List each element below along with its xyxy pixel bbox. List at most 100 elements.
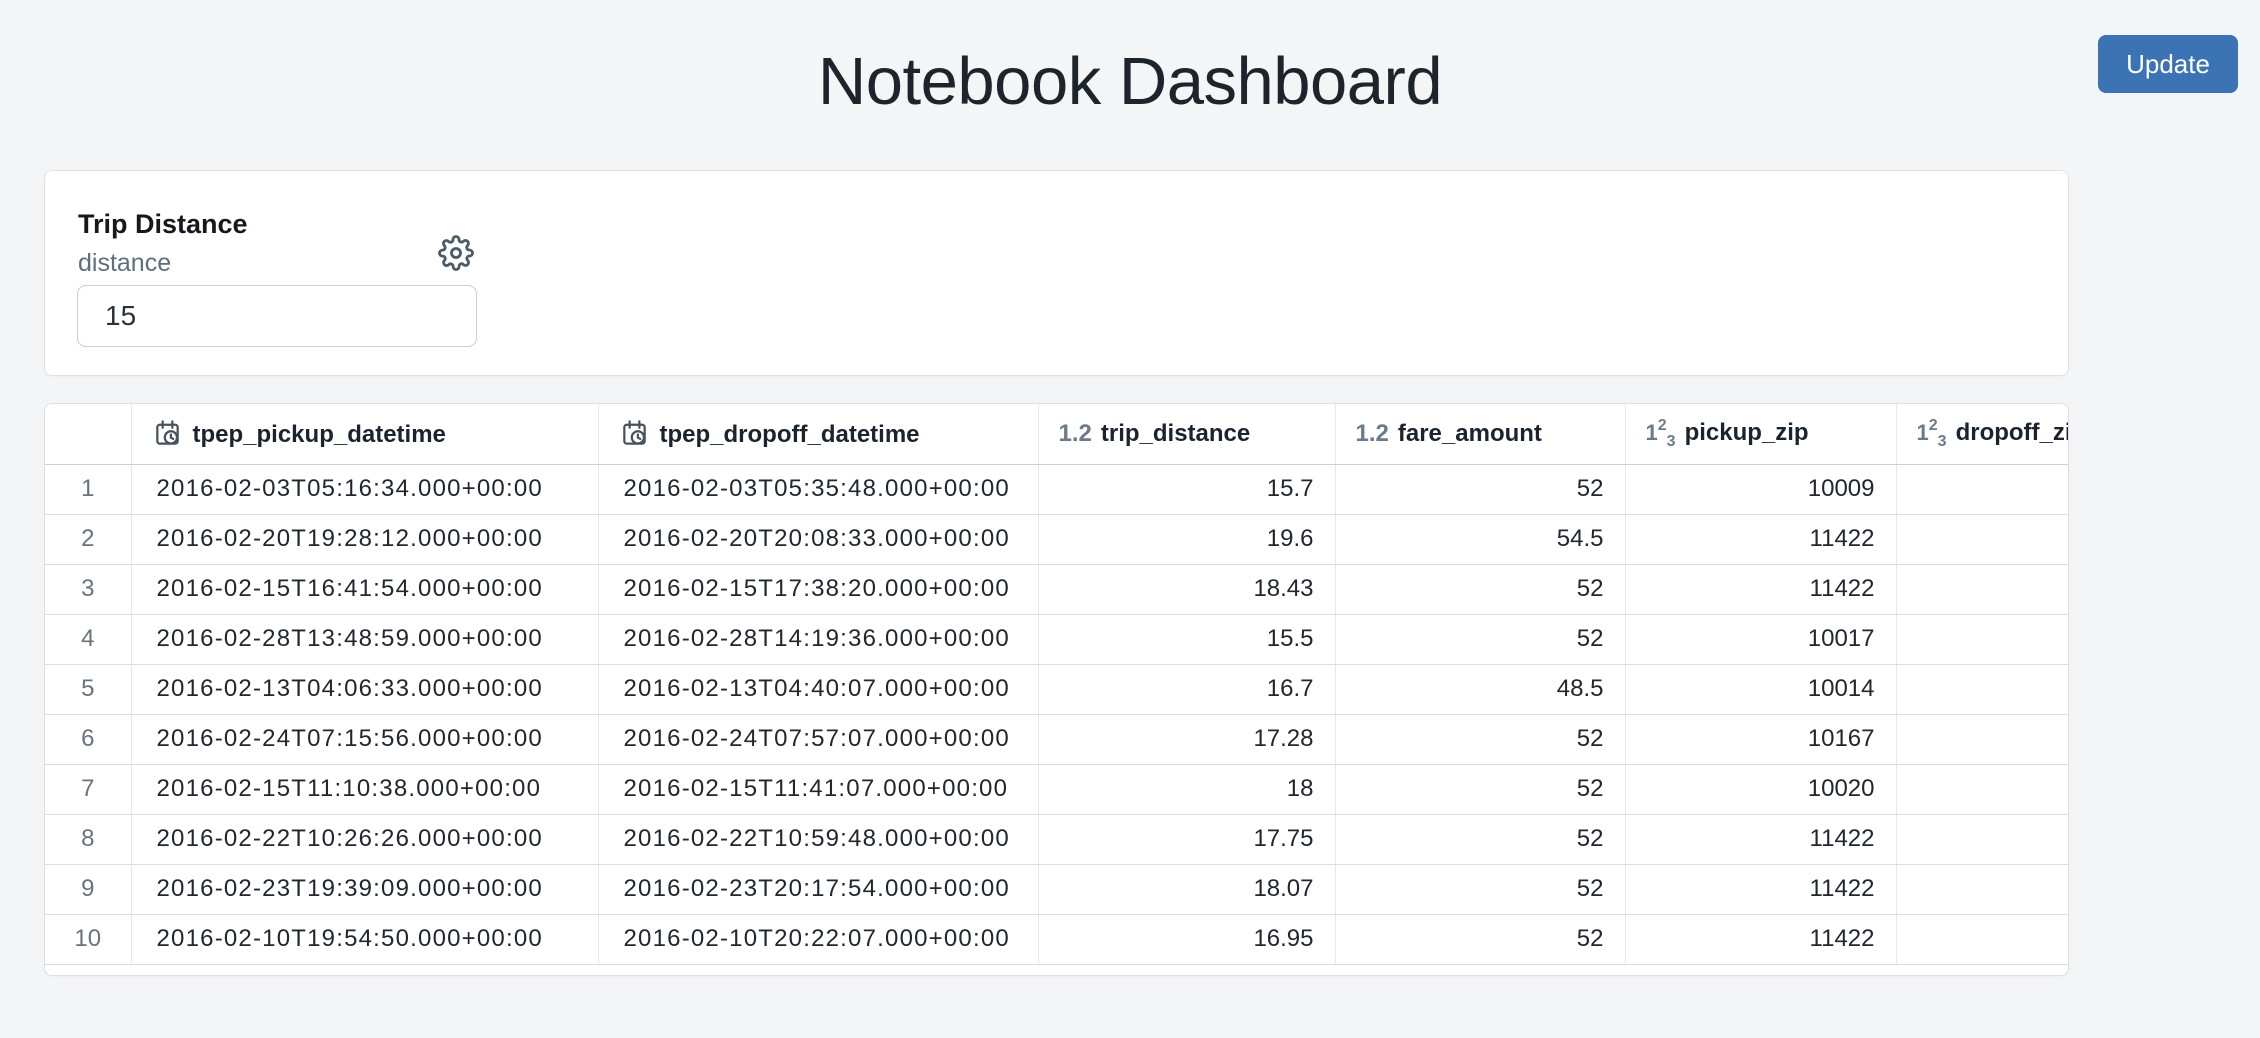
cell-pickup_zip: 10020 [1625, 764, 1897, 815]
results-table: tpep_pickup_datetime tpep_dropoff_datetim… [45, 404, 2068, 965]
cell-tpep_dropoff_datetime: 2016-02-03T05:35:48.000+00:00 [598, 464, 1039, 515]
update-button[interactable]: Update [2098, 35, 2238, 93]
gear-icon[interactable] [438, 235, 474, 271]
cell-tpep_dropoff_datetime: 2016-02-23T20:17:54.000+00:00 [598, 864, 1039, 915]
cell-pickup_zip: 11422 [1625, 864, 1897, 915]
decimal-icon: 1.2 [1355, 419, 1389, 447]
cell-tpep_pickup_datetime: 2016-02-03T05:16:34.000+00:00 [131, 464, 599, 515]
row-number: 1 [45, 464, 132, 515]
table-row: 1 2016-02-03T05:16:34.000+00:00 2016-02-03… [45, 464, 2068, 515]
filter-card: Trip Distance distance [44, 170, 2069, 376]
cell-tpep_pickup_datetime: 2016-02-15T11:10:38.000+00:00 [131, 764, 599, 815]
column-header-trip_distance[interactable]: 1.2 trip_distance [1038, 404, 1336, 465]
table-row: 8 2016-02-22T10:26:26.000+00:00 2016-02-22… [45, 814, 2068, 865]
cell-fare_amount: 52 [1335, 564, 1626, 615]
cell-tpep_dropoff_datetime: 2016-02-20T20:08:33.000+00:00 [598, 514, 1039, 565]
cell-pickup_zip: 10167 [1625, 714, 1897, 765]
column-label: tpep_pickup_datetime [192, 421, 446, 449]
table-row: 4 2016-02-28T13:48:59.000+00:00 2016-02-28… [45, 614, 2068, 665]
cell-tpep_pickup_datetime: 2016-02-20T19:28:12.000+00:00 [131, 514, 599, 565]
cell-trip_distance: 16.7 [1038, 664, 1336, 715]
cell-fare_amount: 52 [1335, 864, 1626, 915]
column-label: pickup_zip [1684, 418, 1809, 446]
cell-fare_amount: 52 [1335, 814, 1626, 865]
cell-dropoff_zip [1896, 864, 2068, 915]
integer-icon: 123 [1645, 416, 1676, 450]
cell-dropoff_zip [1896, 714, 2068, 765]
cell-fare_amount: 54.5 [1335, 514, 1626, 565]
cell-dropoff_zip [1896, 764, 2068, 815]
cell-pickup_zip: 11422 [1625, 914, 1897, 965]
distance-input[interactable] [77, 285, 477, 347]
cell-tpep_dropoff_datetime: 2016-02-22T10:59:48.000+00:00 [598, 814, 1039, 865]
cell-trip_distance: 15.5 [1038, 614, 1336, 665]
cell-trip_distance: 18.07 [1038, 864, 1336, 915]
cell-fare_amount: 48.5 [1335, 664, 1626, 715]
cell-tpep_pickup_datetime: 2016-02-13T04:06:33.000+00:00 [131, 664, 599, 715]
row-number: 9 [45, 864, 132, 915]
cell-tpep_pickup_datetime: 2016-02-24T07:15:56.000+00:00 [131, 714, 599, 765]
cell-dropoff_zip [1896, 514, 2068, 565]
integer-icon: 123 [1916, 416, 1947, 450]
row-number: 4 [45, 614, 132, 665]
results-table-container[interactable]: tpep_pickup_datetime tpep_dropoff_datetim… [44, 403, 2069, 976]
table-row: 9 2016-02-23T19:39:09.000+00:00 2016-02-23… [45, 864, 2068, 915]
cell-tpep_dropoff_datetime: 2016-02-13T04:40:07.000+00:00 [598, 664, 1039, 715]
filter-field-name: distance [78, 249, 172, 277]
row-number: 2 [45, 514, 132, 565]
column-header-fare_amount[interactable]: 1.2 fare_amount [1335, 404, 1626, 465]
cell-pickup_zip: 10014 [1625, 664, 1897, 715]
cell-pickup_zip: 11422 [1625, 814, 1897, 865]
cell-dropoff_zip [1896, 564, 2068, 615]
cell-fare_amount: 52 [1335, 914, 1626, 965]
row-number: 6 [45, 714, 132, 765]
cell-tpep_dropoff_datetime: 2016-02-15T11:41:07.000+00:00 [598, 764, 1039, 815]
cell-trip_distance: 17.28 [1038, 714, 1336, 765]
cell-tpep_dropoff_datetime: 2016-02-24T07:57:07.000+00:00 [598, 714, 1039, 765]
row-number: 3 [45, 564, 132, 615]
row-number: 8 [45, 814, 132, 865]
column-label: dropoff_zip [1955, 418, 2068, 446]
cell-trip_distance: 19.6 [1038, 514, 1336, 565]
cell-trip_distance: 18 [1038, 764, 1336, 815]
cell-tpep_dropoff_datetime: 2016-02-28T14:19:36.000+00:00 [598, 614, 1039, 665]
cell-trip_distance: 15.7 [1038, 464, 1336, 515]
cell-pickup_zip: 11422 [1625, 564, 1897, 615]
calendar-clock-icon [155, 420, 179, 446]
table-row: 3 2016-02-15T16:41:54.000+00:00 2016-02-15… [45, 564, 2068, 615]
cell-fare_amount: 52 [1335, 614, 1626, 665]
table-header-row: tpep_pickup_datetime tpep_dropoff_datetim… [45, 404, 2068, 465]
cell-trip_distance: 16.95 [1038, 914, 1336, 965]
cell-dropoff_zip [1896, 814, 2068, 865]
cell-trip_distance: 17.75 [1038, 814, 1336, 865]
table-row: 7 2016-02-15T11:10:38.000+00:00 2016-02-15… [45, 764, 2068, 815]
row-number: 7 [45, 764, 132, 815]
cell-pickup_zip: 10009 [1625, 464, 1897, 515]
cell-pickup_zip: 11422 [1625, 514, 1897, 565]
column-label: tpep_dropoff_datetime [659, 421, 920, 449]
cell-tpep_pickup_datetime: 2016-02-28T13:48:59.000+00:00 [131, 614, 599, 665]
column-header-tpep_dropoff_datetime[interactable]: tpep_dropoff_datetime [598, 404, 1039, 465]
column-label: fare_amount [1397, 419, 1542, 447]
cell-tpep_pickup_datetime: 2016-02-10T19:54:50.000+00:00 [131, 914, 599, 965]
row-number: 10 [45, 914, 132, 965]
decimal-icon: 1.2 [1058, 419, 1092, 447]
column-label: trip_distance [1100, 419, 1251, 447]
row-number: 5 [45, 664, 132, 715]
cell-pickup_zip: 10017 [1625, 614, 1897, 665]
table-row: 5 2016-02-13T04:06:33.000+00:00 2016-02-13… [45, 664, 2068, 715]
cell-fare_amount: 52 [1335, 764, 1626, 815]
calendar-clock-icon [622, 420, 646, 446]
cell-tpep_pickup_datetime: 2016-02-22T10:26:26.000+00:00 [131, 814, 599, 865]
cell-trip_distance: 18.43 [1038, 564, 1336, 615]
cell-dropoff_zip [1896, 914, 2068, 965]
cell-dropoff_zip [1896, 464, 2068, 515]
cell-dropoff_zip [1896, 614, 2068, 665]
table-row: 6 2016-02-24T07:15:56.000+00:00 2016-02-24… [45, 714, 2068, 765]
cell-fare_amount: 52 [1335, 464, 1626, 515]
column-header-pickup_zip[interactable]: 123 pickup_zip [1625, 404, 1897, 465]
column-header-tpep_pickup_datetime[interactable]: tpep_pickup_datetime [131, 404, 599, 465]
cell-tpep_dropoff_datetime: 2016-02-15T17:38:20.000+00:00 [598, 564, 1039, 615]
column-header-dropoff_zip[interactable]: 123 dropoff_zip [1896, 404, 2068, 465]
table-row: 2 2016-02-20T19:28:12.000+00:00 2016-02-20… [45, 514, 2068, 565]
